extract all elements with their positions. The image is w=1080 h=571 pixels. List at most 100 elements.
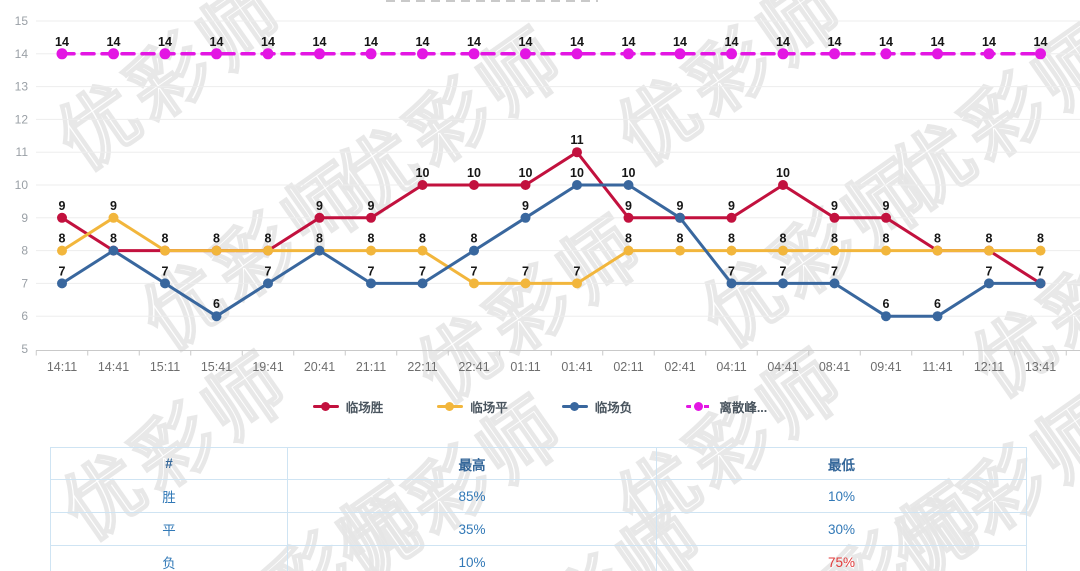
svg-text:9: 9 [728,199,735,213]
svg-text:7: 7 [986,264,993,278]
svg-text:09:41: 09:41 [870,360,901,374]
svg-text:8: 8 [368,232,375,246]
svg-text:9: 9 [677,199,684,213]
svg-text:6: 6 [213,297,220,311]
svg-text:7: 7 [728,264,735,278]
svg-text:9: 9 [883,199,890,213]
svg-text:7: 7 [21,276,28,290]
svg-text:8: 8 [419,232,426,246]
table-cell-low-0: 10% [827,488,856,504]
table-cell-low-2: 75% [827,554,856,570]
svg-text:9: 9 [368,199,375,213]
svg-text:14: 14 [982,35,996,49]
svg-text:21:11: 21:11 [356,360,386,374]
svg-text:19:41: 19:41 [252,360,283,374]
svg-text:8: 8 [934,232,941,246]
svg-text:01:11: 01:11 [510,360,540,374]
svg-text:14: 14 [519,35,533,49]
svg-text:10: 10 [416,166,430,180]
svg-text:6: 6 [21,309,28,323]
svg-text:9: 9 [21,211,28,225]
svg-text:9: 9 [625,199,632,213]
legend-marker-lose-icon [561,401,588,412]
svg-text:6: 6 [883,297,890,311]
table-cell-high-2: 10% [288,546,657,571]
svg-text:7: 7 [368,264,375,278]
svg-text:8: 8 [986,232,993,246]
svg-text:14: 14 [1034,35,1048,49]
svg-text:8: 8 [883,232,890,246]
svg-text:9: 9 [831,199,838,213]
legend-marker-dispersion-icon [686,401,713,412]
legend-item-win[interactable]: 临场胜 [312,397,384,416]
line-chart: 5 6 7 8 9 10 11 12 13 14 15 14:11 14:41 15:11 15:41 19:… [15,14,1080,374]
svg-text:11:41: 11:41 [922,360,952,374]
clipped-title-remnant [386,0,598,2]
svg-text:15:41: 15:41 [201,360,232,374]
svg-text:10: 10 [622,166,636,180]
svg-text:7: 7 [162,264,169,278]
legend-label-win: 临场胜 [345,400,384,415]
svg-text:14: 14 [725,35,739,49]
svg-text:14: 14 [931,35,945,49]
svg-text:8: 8 [625,232,632,246]
svg-text:08:41: 08:41 [819,360,850,374]
svg-text:14: 14 [673,35,687,49]
table-header-lowest: 最低 [828,457,855,473]
svg-text:5: 5 [21,342,28,356]
svg-text:7: 7 [1037,264,1044,278]
svg-text:7: 7 [780,264,787,278]
svg-text:8: 8 [780,232,787,246]
table-header-highest: 最高 [288,448,657,479]
svg-text:14: 14 [879,35,893,49]
svg-text:6: 6 [934,297,941,311]
svg-text:10: 10 [570,166,584,180]
svg-text:8: 8 [213,232,220,246]
svg-text:8: 8 [831,232,838,246]
svg-text:12:11: 12:11 [974,360,1004,374]
svg-text:15:11: 15:11 [150,360,180,374]
svg-text:9: 9 [316,199,323,213]
table-header-row: # 最高 最低 [51,448,1026,480]
table-row: 胜 85% 10% [51,480,1026,513]
svg-text:8: 8 [21,244,28,258]
svg-text:10: 10 [519,166,533,180]
legend-item-lose[interactable]: 临场负 [561,397,632,416]
table-cell-name-1: 平 [51,513,288,545]
svg-text:10: 10 [15,178,29,192]
table-cell-high-1: 35% [288,513,657,545]
svg-text:8: 8 [316,232,323,246]
svg-text:22:41: 22:41 [458,360,489,374]
legend-label-dispersion: 离散峰... [719,400,768,415]
svg-text:8: 8 [110,232,117,246]
svg-text:13:41: 13:41 [1025,360,1056,374]
svg-text:14: 14 [828,35,842,49]
svg-text:10: 10 [776,166,790,180]
svg-text:14: 14 [622,35,636,49]
svg-text:04:41: 04:41 [767,360,798,374]
svg-text:12: 12 [15,112,29,126]
svg-text:8: 8 [265,232,272,246]
svg-text:14:41: 14:41 [98,360,129,374]
table-cell-name-0: 胜 [51,480,288,512]
svg-text:7: 7 [265,264,272,278]
svg-text:14: 14 [55,35,69,49]
svg-text:13: 13 [15,80,29,94]
table-row: 负 10% 75% [51,546,1026,571]
svg-text:01:41: 01:41 [561,360,592,374]
svg-text:7: 7 [574,264,581,278]
chart-legend: 临场胜 临场平 临场负 离散峰... [0,395,1080,417]
svg-text:14: 14 [210,35,224,49]
svg-text:11: 11 [570,133,583,147]
svg-text:7: 7 [522,264,529,278]
svg-text:7: 7 [831,264,838,278]
odds-summary-table: # 最高 最低 胜 85% 10% 平 35% 30% 负 10% 75% [50,447,1027,571]
legend-item-dispersion[interactable]: 离散峰... [686,397,767,416]
line-chart-svg: 5 6 7 8 9 10 11 12 13 14 15 14:11 14:41 15:11 15:41 19:… [15,14,1080,374]
svg-text:14: 14 [313,35,327,49]
legend-label-draw: 临场平 [470,400,508,415]
svg-text:14:11: 14:11 [47,360,77,374]
svg-text:04:11: 04:11 [716,360,746,374]
svg-text:9: 9 [110,199,117,213]
legend-item-draw[interactable]: 临场平 [437,397,508,416]
